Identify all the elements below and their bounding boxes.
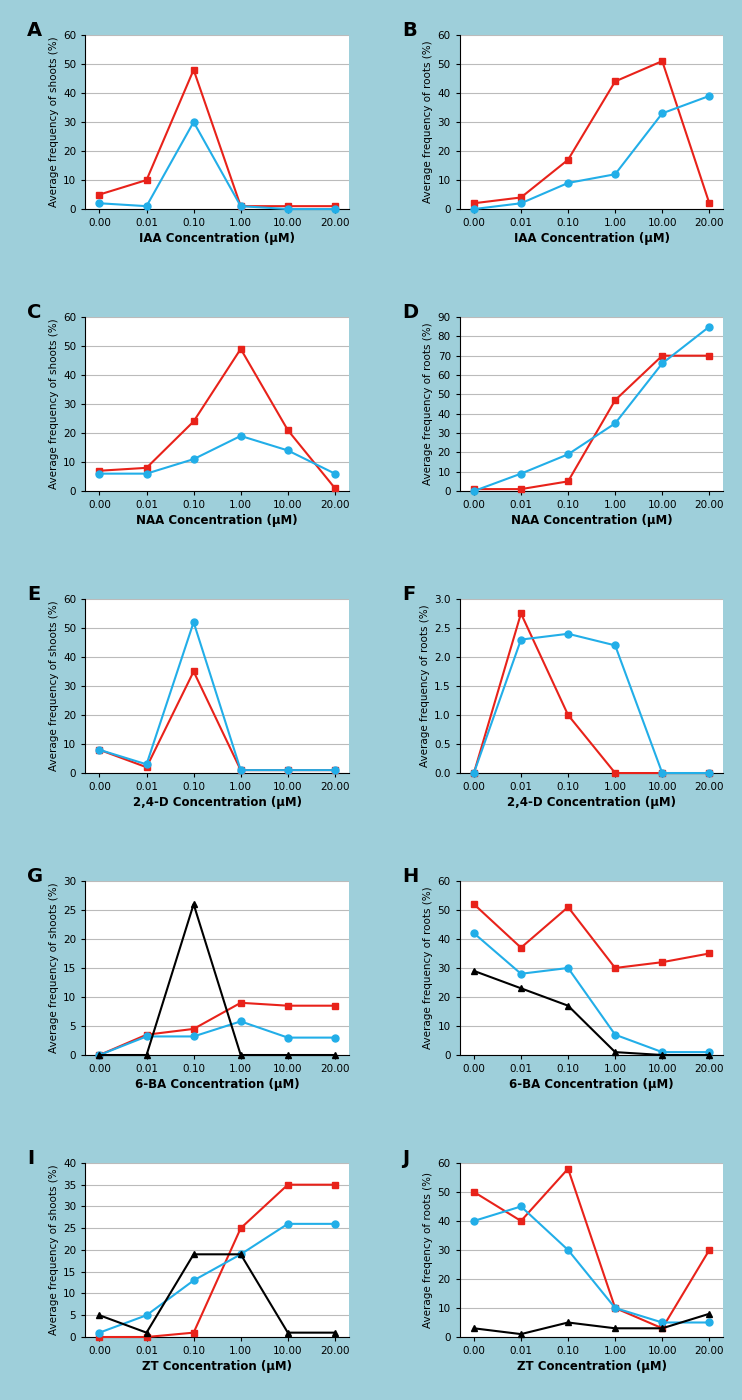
X-axis label: 2,4-D Concentration (μM): 2,4-D Concentration (μM) (133, 797, 302, 809)
Y-axis label: Average frequency of shoots (%): Average frequency of shoots (%) (49, 1165, 59, 1336)
Y-axis label: Average frequency of roots (%): Average frequency of roots (%) (424, 41, 433, 203)
Text: I: I (27, 1149, 34, 1168)
Y-axis label: Average frequency of shoots (%): Average frequency of shoots (%) (49, 601, 59, 771)
X-axis label: NAA Concentration (μM): NAA Concentration (μM) (137, 514, 298, 528)
Y-axis label: Average frequency of roots (%): Average frequency of roots (%) (424, 323, 433, 486)
Y-axis label: Average frequency of roots (%): Average frequency of roots (%) (420, 605, 430, 767)
Text: B: B (401, 21, 416, 41)
X-axis label: ZT Concentration (μM): ZT Concentration (μM) (142, 1361, 292, 1373)
X-axis label: 6-BA Concentration (μM): 6-BA Concentration (μM) (509, 1078, 674, 1091)
Text: J: J (401, 1149, 409, 1168)
Text: H: H (401, 867, 418, 886)
X-axis label: ZT Concentration (μM): ZT Concentration (μM) (516, 1361, 666, 1373)
X-axis label: 2,4-D Concentration (μM): 2,4-D Concentration (μM) (507, 797, 676, 809)
Text: G: G (27, 867, 44, 886)
X-axis label: NAA Concentration (μM): NAA Concentration (μM) (510, 514, 672, 528)
X-axis label: IAA Concentration (μM): IAA Concentration (μM) (139, 232, 295, 245)
Y-axis label: Average frequency of roots (%): Average frequency of roots (%) (424, 886, 433, 1049)
Text: F: F (401, 585, 415, 603)
Text: C: C (27, 302, 42, 322)
X-axis label: IAA Concentration (μM): IAA Concentration (μM) (513, 232, 669, 245)
Text: A: A (27, 21, 42, 41)
X-axis label: 6-BA Concentration (μM): 6-BA Concentration (μM) (135, 1078, 300, 1091)
Text: D: D (401, 302, 418, 322)
Text: E: E (27, 585, 41, 603)
Y-axis label: Average frequency of shoots (%): Average frequency of shoots (%) (49, 36, 59, 207)
Y-axis label: Average freqency of roots (%): Average freqency of roots (%) (424, 1172, 433, 1329)
Y-axis label: Average frequency of shoots (%): Average frequency of shoots (%) (49, 882, 59, 1053)
Y-axis label: Average frequency of shoots (%): Average frequency of shoots (%) (49, 319, 59, 490)
